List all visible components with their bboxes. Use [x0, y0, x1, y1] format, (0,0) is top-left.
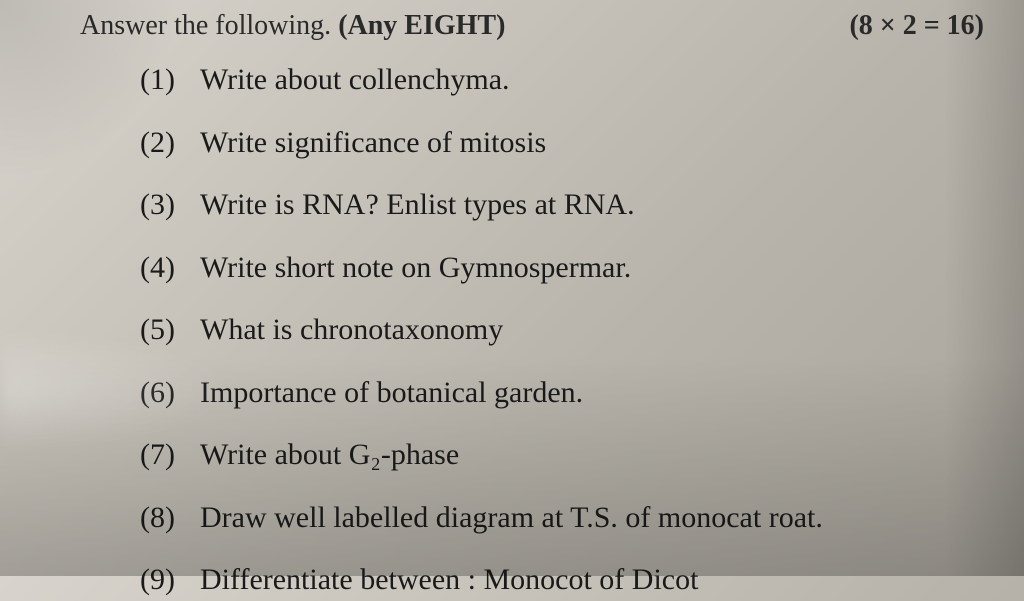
question-text: Write about G₂-phase — [200, 435, 1004, 476]
question-item: (9) Differentiate between : Monocot of D… — [140, 560, 1004, 601]
question-item: (3) Write is RNA? Enlist types at RNA. — [140, 185, 1004, 226]
question-number: (7) — [140, 438, 200, 472]
question-item: (1) Write about collenchyma. — [140, 60, 1004, 101]
question-item: (2) Write significance of mitosis — [140, 123, 1004, 164]
question-text: Draw well labelled diagram at T.S. of mo… — [200, 498, 1004, 539]
instruction-prefix: Answer the following. — [80, 10, 331, 41]
question-number: (5) — [140, 313, 200, 347]
question-text: Differentiate between : Monocot of Dicot — [200, 560, 1004, 601]
question-number: (6) — [140, 376, 200, 410]
question-text: Write significance of mitosis — [200, 123, 1004, 164]
question-text: Write is RNA? Enlist types at RNA. — [200, 185, 1004, 226]
question-item: (5) What is chronotaxonomy — [140, 310, 1004, 351]
exam-page: Answer the following. (Any EIGHT) (8 × 2… — [0, 0, 1024, 576]
question-item: (4) Write short note on Gymnospermar. — [140, 248, 1004, 289]
question-text: Importance of botanical garden. — [200, 373, 1004, 414]
question-list: (1) Write about collenchyma. (2) Write s… — [80, 60, 1004, 601]
question-number: (2) — [140, 126, 200, 160]
instruction-bold: (Any EIGHT) — [338, 10, 505, 41]
question-item: (7) Write about G₂-phase — [140, 435, 1004, 476]
header-line: Answer the following. (Any EIGHT) (8 × 2… — [80, 10, 1004, 42]
question-item: (8) Draw well labelled diagram at T.S. o… — [140, 498, 1004, 539]
question-number: (9) — [140, 563, 200, 597]
instruction-text: Answer the following. (Any EIGHT) — [80, 10, 505, 42]
question-item: (6) Importance of botanical garden. — [140, 373, 1004, 414]
question-number: (4) — [140, 251, 200, 285]
question-number: (1) — [140, 63, 200, 97]
marks-text: (8 × 2 = 16) — [849, 10, 984, 42]
question-text: Write short note on Gymnospermar. — [200, 248, 1004, 289]
question-number: (3) — [140, 188, 200, 222]
question-text: What is chronotaxonomy — [200, 310, 1004, 351]
question-text: Write about collenchyma. — [200, 60, 1004, 101]
question-number: (8) — [140, 501, 200, 535]
